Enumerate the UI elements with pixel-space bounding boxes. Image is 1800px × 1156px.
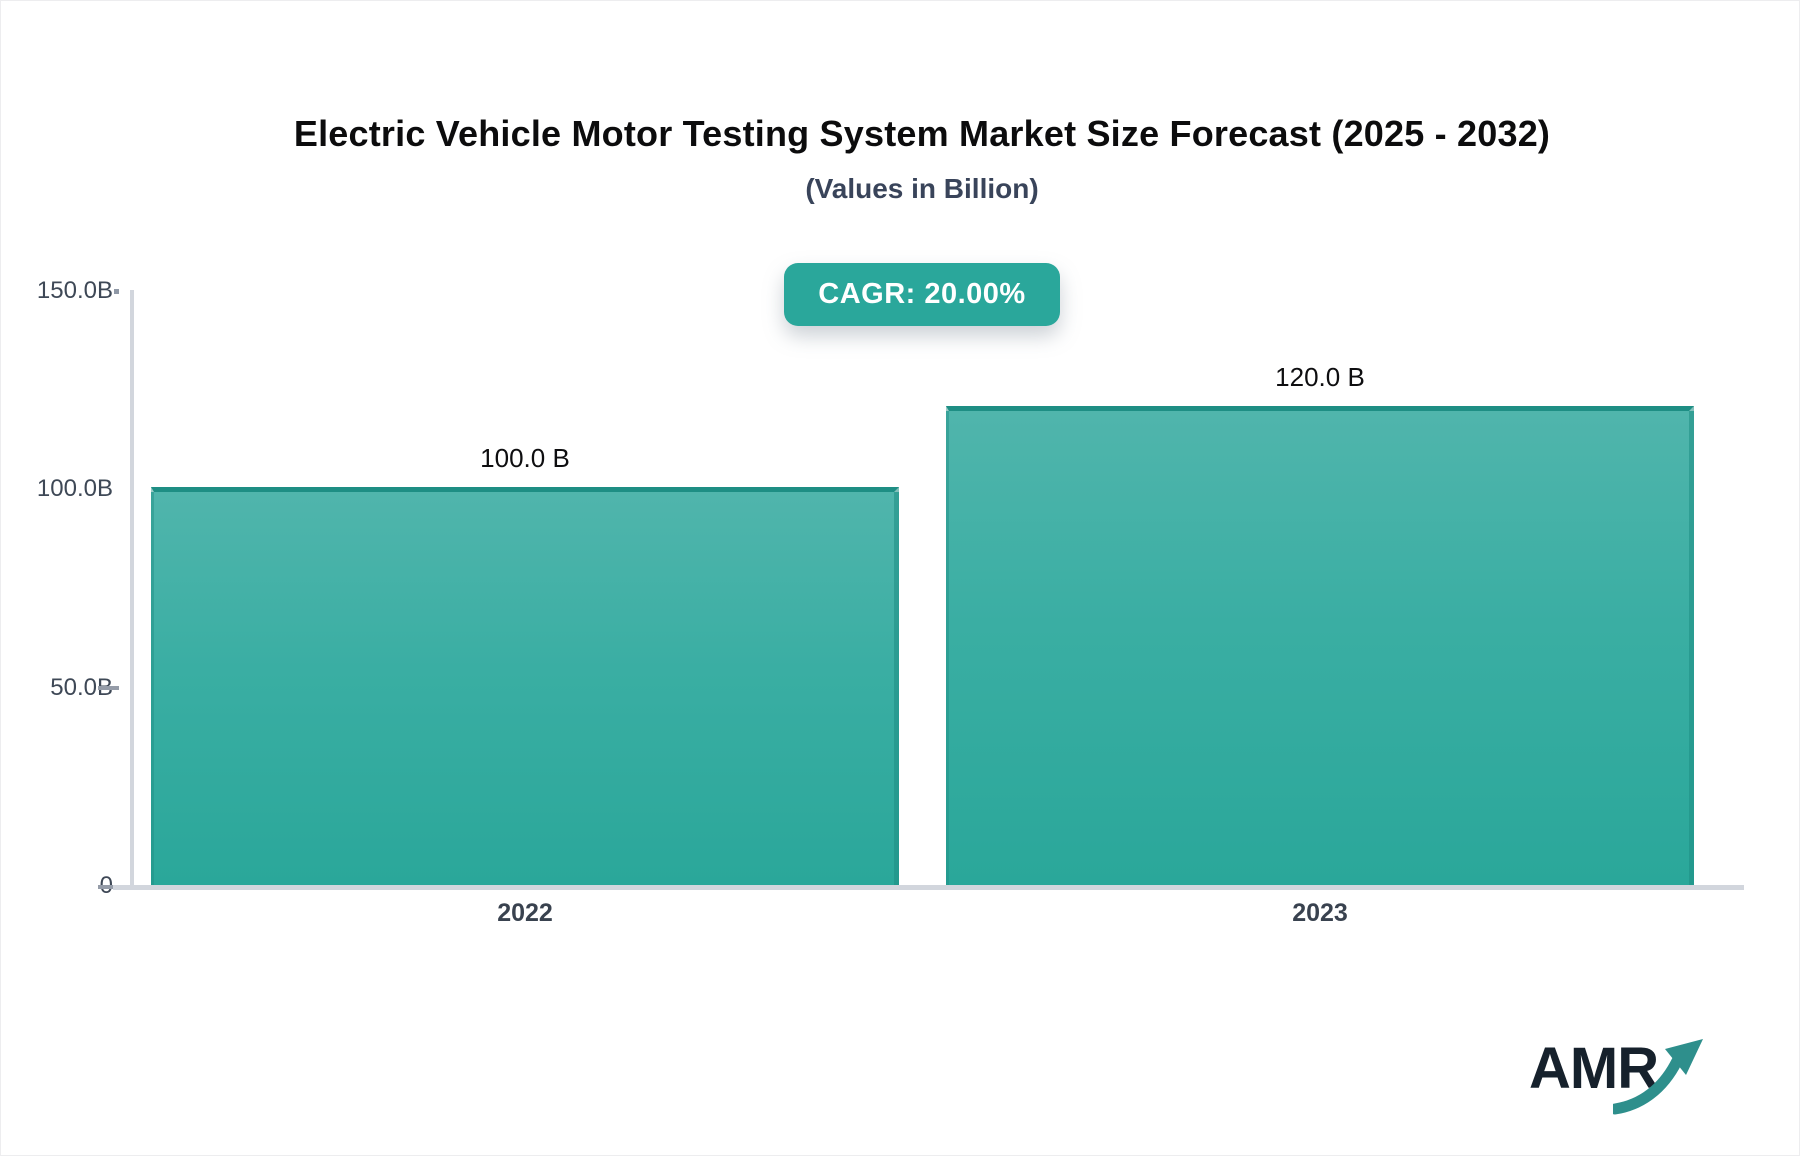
- y-axis-tick-label-100: 100.0B: [36, 475, 113, 502]
- y-axis-tick-label-0: 0: [1, 872, 113, 900]
- page-title: Electric Vehicle Motor Testing System Ma…: [293, 113, 1551, 154]
- cagr-badge: CAGR: 20.00%: [784, 263, 1060, 326]
- growth-arrow-icon: [1609, 1033, 1713, 1122]
- x-axis-line: [113, 885, 1744, 890]
- bar-value-label-2023: 120.0 B: [1275, 362, 1365, 392]
- y-axis-tick-mark-150: [114, 289, 119, 294]
- bar-value-label-2022: 100.0 B: [480, 443, 570, 473]
- x-axis-label-2022: 2022: [497, 899, 553, 927]
- amr-logo-text: AMR: [1529, 1036, 1659, 1101]
- x-axis-label-2023: 2023: [1292, 899, 1348, 927]
- y-axis-tick-label-150: 150.0B: [36, 277, 113, 304]
- chart-header: Electric Vehicle Motor Testing System Ma…: [45, 1, 1799, 326]
- page-subtitle: (Values in Billion): [805, 173, 1039, 204]
- y-axis-tick-mark-50: [98, 686, 119, 690]
- y-axis-line: [130, 290, 134, 887]
- y-axis-tick-mark-0: [98, 885, 119, 889]
- bar-2022: [151, 487, 899, 885]
- bar-2023: [946, 406, 1694, 885]
- y-axis-tick-label-50: 50.0B: [50, 674, 113, 701]
- amr-logo: AMR: [1529, 1027, 1719, 1117]
